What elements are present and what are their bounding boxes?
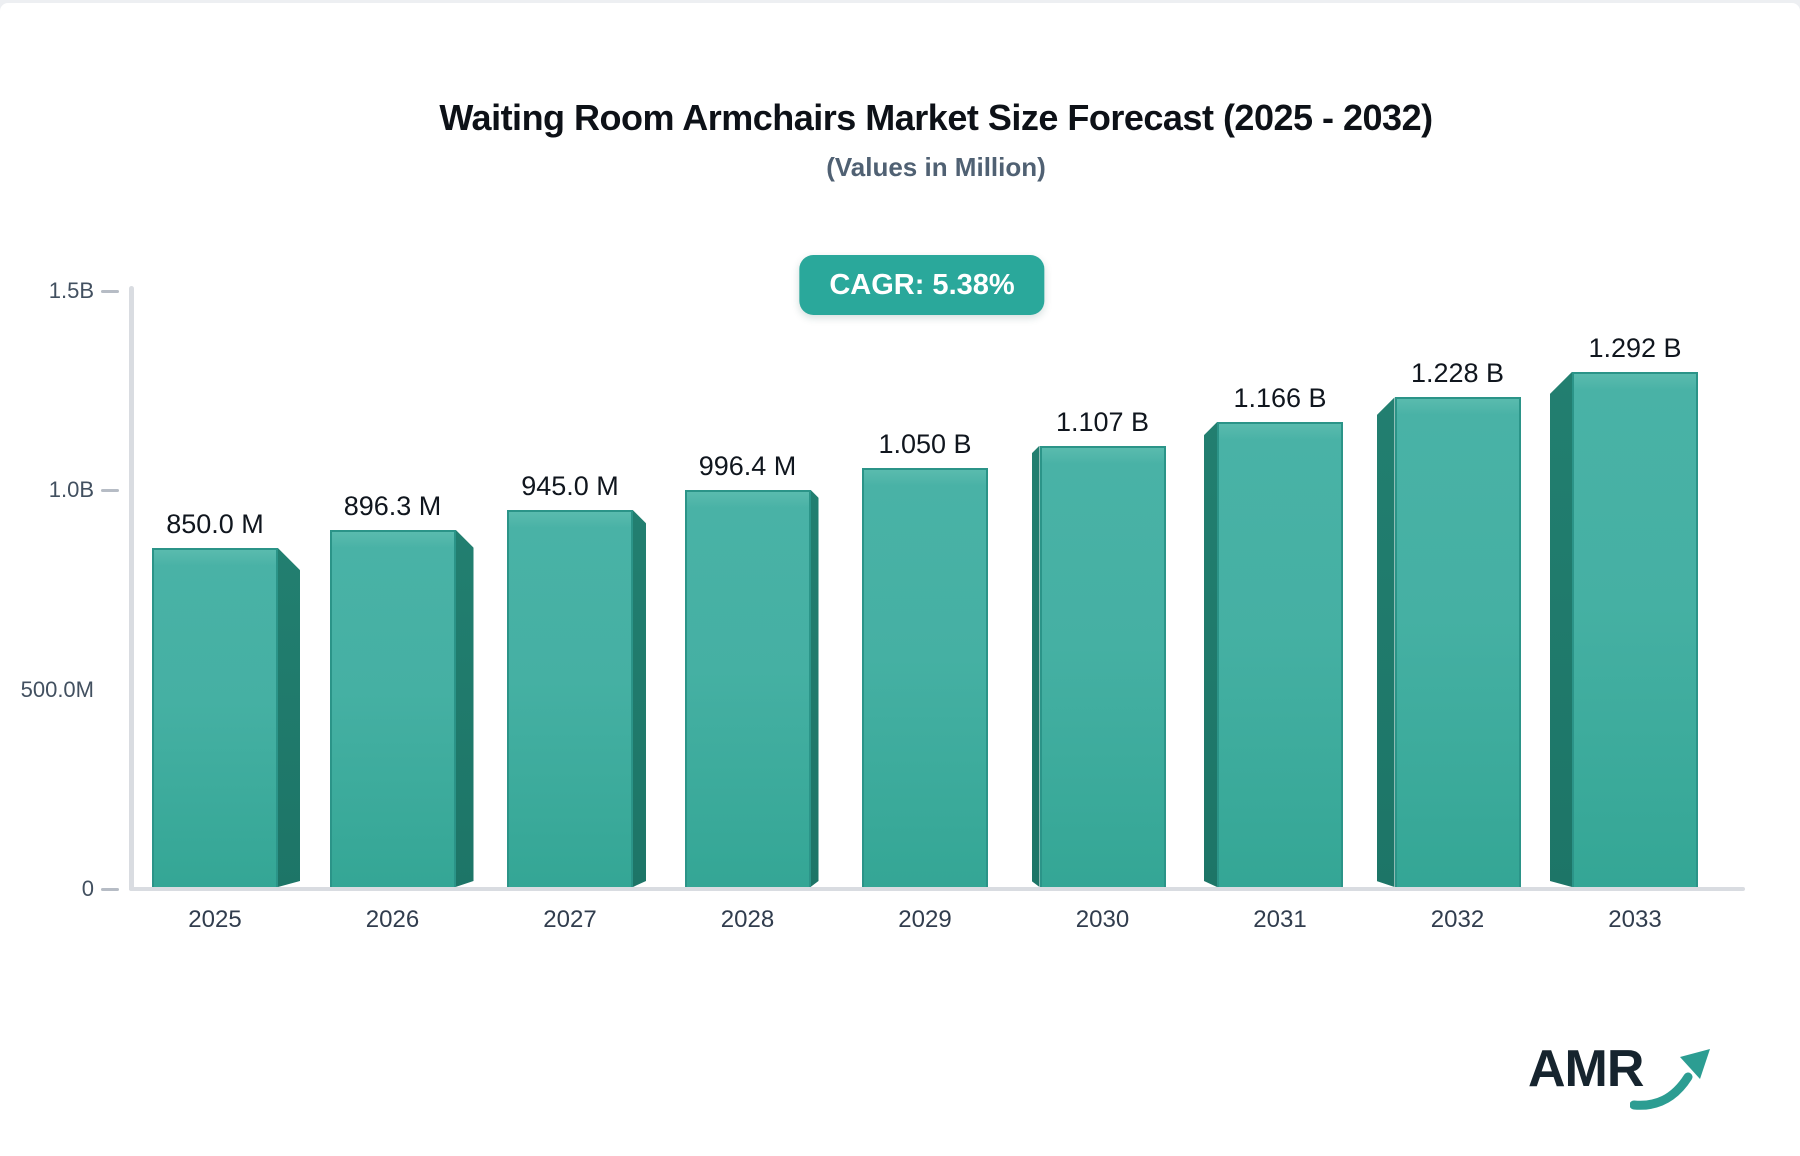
y-axis-label: 1.0B (48, 477, 94, 503)
bar-2027[interactable] (507, 510, 633, 889)
x-axis-label-2025: 2025 (188, 906, 242, 933)
bar-value-label: 1.292 B (1588, 332, 1682, 363)
x-axis-label-2026: 2026 (365, 906, 420, 933)
bar-value-label: 1.166 B (1233, 383, 1327, 414)
bar-2030[interactable] (1039, 445, 1166, 889)
plot-area: 850.0 M 896.3 M 945.0 M 996.4 M 1.050 B 1.107… (0, 3, 1800, 1156)
bar-2029[interactable] (862, 468, 988, 889)
x-axis-label-2027: 2027 (543, 906, 597, 933)
y-axis-tick (101, 289, 119, 293)
bar-side-face (1550, 372, 1572, 887)
bar-side-face (1377, 397, 1395, 887)
x-axis-line (129, 887, 1745, 891)
bar-2031[interactable] (1217, 422, 1343, 889)
y-axis-label: 0 (81, 876, 94, 901)
y-axis-line (129, 286, 134, 891)
bar-value-label: 1.228 B (1410, 358, 1505, 389)
bar-value-label: 850.0 M (166, 509, 264, 540)
bar-side-face (811, 490, 819, 887)
bar-value-label: 1.107 B (1055, 406, 1150, 437)
x-axis-label-2029: 2029 (898, 906, 952, 933)
x-axis-label-2030: 2030 (1075, 906, 1130, 933)
bar-value-label: 896.3 M (343, 490, 442, 521)
bar-side-face (1204, 422, 1217, 887)
bar-2025[interactable] (152, 548, 278, 889)
bar-2028[interactable] (684, 489, 811, 889)
chart-subtitle: (Values in Million) (826, 152, 1046, 182)
bar-side-face (1032, 446, 1040, 887)
y-axis-tick (101, 488, 119, 492)
bar-value-label: 945.0 M (521, 471, 619, 502)
cagr-badge: CAGR: 5.38% (799, 255, 1045, 315)
growth-arrow-icon (1630, 1049, 1710, 1110)
y-axis-label: 500.0M (20, 676, 94, 702)
x-axis-label-2031: 2031 (1253, 906, 1307, 933)
bar-2033[interactable] (1572, 371, 1698, 889)
bar-side-face (633, 510, 646, 887)
y-axis-label: 1.5B (48, 278, 94, 303)
x-axis-label-2028: 2028 (720, 906, 775, 933)
x-axis-label-2032: 2032 (1430, 906, 1485, 933)
bar-value-label: 996.4 M (698, 450, 797, 481)
amr-logo: AMR (1528, 1035, 1718, 1115)
chart-title: Waiting Room Armchairs Market Size Forec… (439, 97, 1433, 138)
bar-2026[interactable] (329, 529, 456, 889)
chart-card: Waiting Room Armchairs Market Size Forec… (0, 3, 1800, 1156)
bar-value-label: 1.050 B (878, 429, 972, 460)
y-axis-tick (101, 887, 119, 891)
bar-side-face (278, 548, 300, 887)
bar-side-face (456, 530, 474, 887)
bar-2032[interactable] (1394, 397, 1521, 889)
x-axis-label-2033: 2033 (1608, 906, 1662, 933)
amr-logo-text: AMR (1528, 1040, 1644, 1098)
